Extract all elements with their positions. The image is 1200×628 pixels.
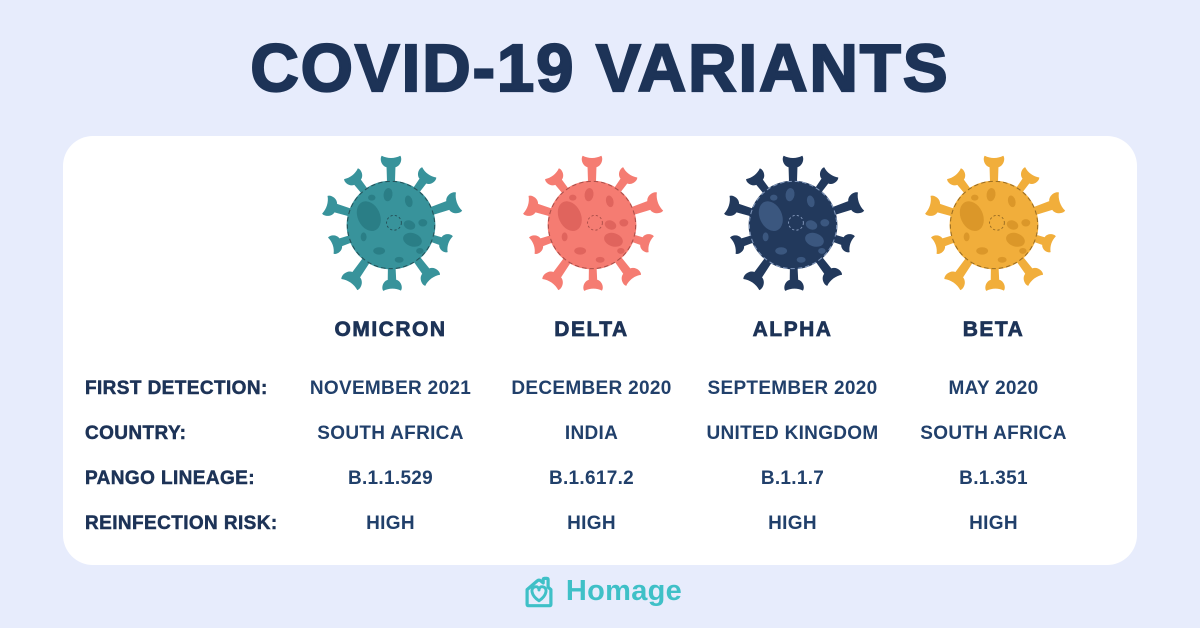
virus-cell-omicron [290,151,491,304]
virus-cell-beta [893,151,1094,304]
variant-name-omicron: OMICRON [334,318,447,342]
variant-name-beta: BETA [962,318,1025,342]
country-beta: SOUTH AFRICA [920,422,1067,444]
row-country: COUNTRY: SOUTH AFRICA INDIA UNITED KINGD… [63,411,1137,456]
page-title: COVID-19 VARIANTS [249,30,950,107]
country-delta: INDIA [564,422,619,444]
row-label-country: COUNTRY: [85,422,187,444]
footer-brand: Homage [0,570,1200,612]
variant-name-alpha: ALPHA [752,318,833,342]
virus-illustrations-row [63,148,1137,306]
variant-name-delta: DELTA [554,318,629,342]
pango-lineage-beta: B.1.351 [959,467,1028,489]
country-alpha: UNITED KINGDOM [706,422,879,444]
row-label-pango-lineage: PANGO LINEAGE: [85,467,255,489]
pango-lineage-omicron: B.1.1.529 [347,467,434,489]
brand-name: Homage [565,574,683,607]
virus-icon-beta [920,151,1068,299]
row-pango-lineage: PANGO LINEAGE: B.1.1.529 B.1.617.2 B.1.1… [63,456,1137,501]
first-detection-beta: MAY 2020 [948,377,1039,399]
reinfection-risk-omicron: HIGH [366,512,415,534]
pango-lineage-delta: B.1.617.2 [548,467,635,489]
row-label-first-detection: FIRST DETECTION: [85,377,268,399]
reinfection-risk-beta: HIGH [969,512,1018,534]
variant-names-row: OMICRON DELTA ALPHA BETA [63,306,1137,354]
virus-icon-omicron [317,151,465,299]
first-detection-omicron: NOVEMBER 2021 [309,377,472,399]
first-detection-alpha: SEPTEMBER 2020 [707,377,878,399]
virus-cell-alpha [692,151,893,304]
first-detection-delta: DECEMBER 2020 [511,377,672,399]
variants-card: OMICRON DELTA ALPHA BETA FIRST DETECTION… [63,136,1137,565]
row-reinfection-risk: REINFECTION RISK: HIGH HIGH HIGH HIGH [63,501,1137,546]
virus-icon-delta [518,151,666,299]
pango-lineage-alpha: B.1.1.7 [760,467,825,489]
reinfection-risk-delta: HIGH [567,512,616,534]
virus-icon-alpha [719,151,867,299]
virus-cell-delta [491,151,692,304]
row-label-reinfection-risk: REINFECTION RISK: [85,512,278,534]
reinfection-risk-alpha: HIGH [768,512,817,534]
homage-house-heart-icon [525,576,553,608]
country-omicron: SOUTH AFRICA [317,422,464,444]
row-first-detection: FIRST DETECTION: NOVEMBER 2021 DECEMBER … [63,366,1137,411]
